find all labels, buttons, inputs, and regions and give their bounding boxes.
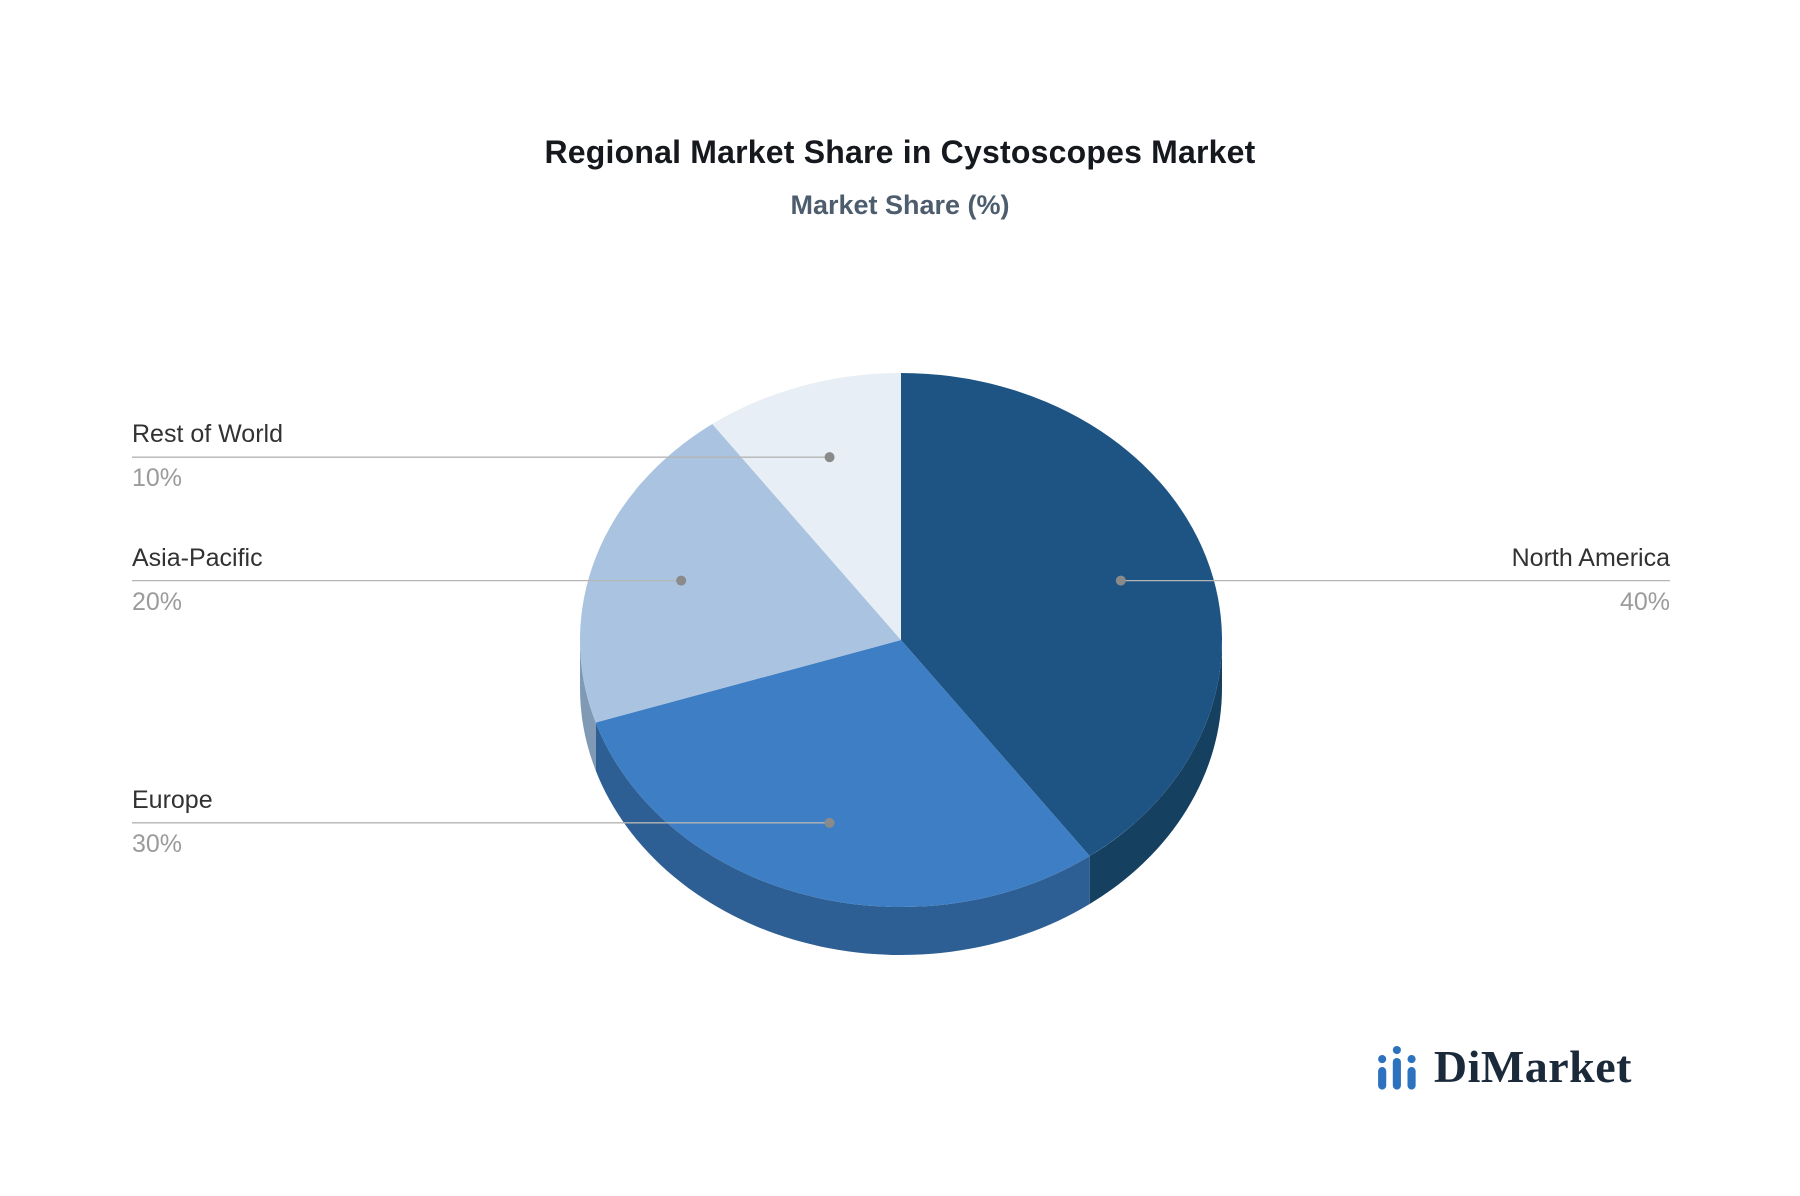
slice-label-asia-pacific: Asia-Pacific bbox=[132, 543, 263, 572]
slice-label-europe: Europe bbox=[132, 785, 213, 814]
slice-value-europe: 30% bbox=[132, 829, 183, 858]
chart-subtitle: Market Share (%) bbox=[790, 190, 1010, 220]
slice-label-north-america: North America bbox=[1511, 543, 1670, 572]
slice-value-asia-pacific: 20% bbox=[132, 587, 183, 616]
brand-logo: DiMarket bbox=[1375, 1040, 1632, 1093]
slice-value-north-america: 40% bbox=[1619, 587, 1670, 616]
chart-title: Regional Market Share in Cystoscopes Mar… bbox=[544, 134, 1256, 170]
slice-value-rest-of-world: 10% bbox=[132, 464, 183, 493]
brand-logo-text: DiMarket bbox=[1433, 1041, 1632, 1092]
bar-chart-logo-icon bbox=[1377, 1045, 1416, 1090]
slice-label-rest-of-world: Rest of World bbox=[132, 420, 283, 449]
